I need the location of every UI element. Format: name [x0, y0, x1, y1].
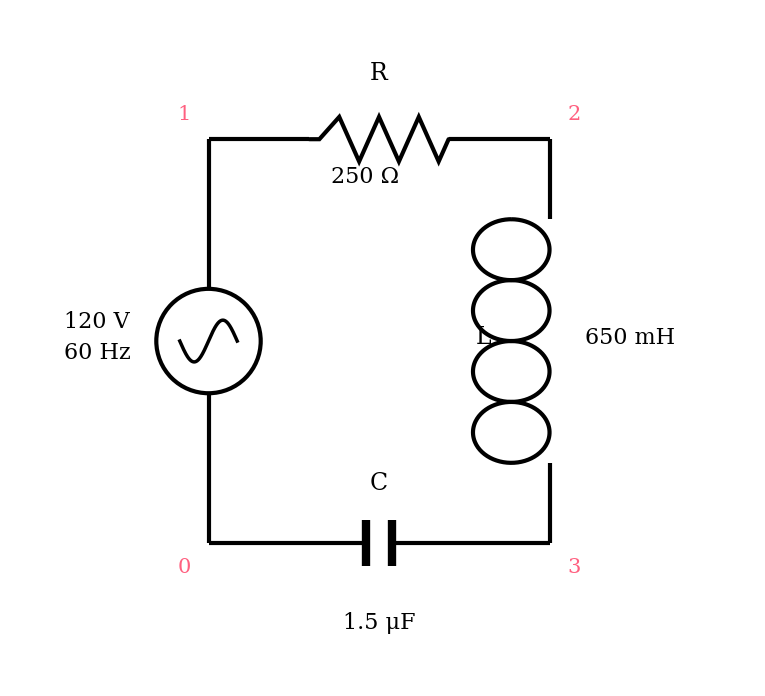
Text: 650 mH: 650 mH [584, 326, 675, 349]
Text: L: L [476, 326, 491, 349]
Text: 0: 0 [177, 557, 190, 577]
Text: 120 V
60 Hz: 120 V 60 Hz [63, 311, 131, 364]
Text: R: R [370, 61, 388, 85]
Text: C: C [370, 472, 388, 496]
Text: 1.5 μF: 1.5 μF [343, 612, 415, 634]
Text: 1: 1 [177, 105, 190, 125]
Text: 2: 2 [568, 105, 581, 125]
Text: 250 Ω: 250 Ω [331, 166, 399, 189]
Text: 3: 3 [567, 557, 581, 577]
